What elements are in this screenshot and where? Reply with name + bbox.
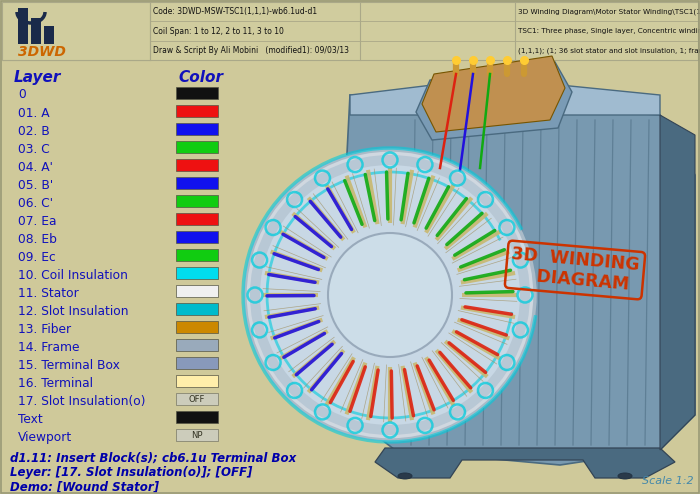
Text: Layer: Layer xyxy=(14,70,62,85)
Text: 04. A': 04. A' xyxy=(18,161,53,173)
Bar xyxy=(176,267,218,279)
Text: 11. Stator: 11. Stator xyxy=(18,287,78,299)
Bar xyxy=(176,249,218,261)
Bar xyxy=(176,159,218,171)
Text: 3DWD: 3DWD xyxy=(18,45,66,59)
Text: 15. Terminal Box: 15. Terminal Box xyxy=(18,359,120,371)
Text: 05. B': 05. B' xyxy=(18,178,53,192)
Polygon shape xyxy=(375,448,675,478)
Text: Draw & Script By Ali Mobini   (modified1): 09/03/13: Draw & Script By Ali Mobini (modified1):… xyxy=(153,46,349,55)
Bar xyxy=(176,123,218,135)
Text: 09. Ec: 09. Ec xyxy=(18,250,56,263)
Text: 08. Eb: 08. Eb xyxy=(18,233,57,246)
Text: 03. C: 03. C xyxy=(18,142,50,156)
Bar xyxy=(176,375,218,387)
Text: TSC1: Three phase, Single layer, Concentric winding, 1; (4 pole, 36 slot and two: TSC1: Three phase, Single layer, Concent… xyxy=(518,28,700,34)
Bar xyxy=(176,285,218,297)
Text: 16. Terminal: 16. Terminal xyxy=(18,376,93,389)
Bar xyxy=(176,195,218,207)
Text: 3D Winding Diagram\Motor Stator Winding\TSC1(1,1,1)\wb6.1ud (3d) Winding Diagram: 3D Winding Diagram\Motor Stator Winding\… xyxy=(518,8,700,15)
Polygon shape xyxy=(660,115,695,450)
Text: Coil Span: 1 to 12, 2 to 11, 3 to 10: Coil Span: 1 to 12, 2 to 11, 3 to 10 xyxy=(153,27,284,36)
Text: 14. Frame: 14. Frame xyxy=(18,340,80,354)
Text: Viewport: Viewport xyxy=(18,430,72,444)
Text: Color: Color xyxy=(178,70,223,85)
Text: 17. Slot Insulation(o): 17. Slot Insulation(o) xyxy=(18,395,146,408)
Circle shape xyxy=(328,233,452,357)
Text: NP: NP xyxy=(191,430,203,440)
Text: (1,1,1); (1; 36 slot stator and slot insulation, 1; frame and terminal box, 1; t: (1,1,1); (1; 36 slot stator and slot ins… xyxy=(518,47,700,53)
Text: 06. C': 06. C' xyxy=(18,197,53,209)
Text: Leyer: [17. Slot Insulation(o)]; [OFF]: Leyer: [17. Slot Insulation(o)]; [OFF] xyxy=(10,466,253,479)
Text: 10. Coil Insulation: 10. Coil Insulation xyxy=(18,269,128,282)
Bar xyxy=(176,339,218,351)
Text: 13. Fiber: 13. Fiber xyxy=(18,323,71,335)
Bar xyxy=(176,321,218,333)
Circle shape xyxy=(250,155,530,435)
Text: 02. B: 02. B xyxy=(18,124,50,137)
Text: 12. Slot Insulation: 12. Slot Insulation xyxy=(18,304,129,318)
Bar xyxy=(176,411,218,423)
Bar xyxy=(176,231,218,243)
Text: 01. A: 01. A xyxy=(18,107,50,120)
Bar xyxy=(176,303,218,315)
Circle shape xyxy=(260,165,520,425)
Bar xyxy=(176,429,218,441)
Polygon shape xyxy=(340,95,695,465)
Text: Text: Text xyxy=(18,412,43,425)
Bar xyxy=(2,2,698,60)
Bar xyxy=(18,8,28,44)
Ellipse shape xyxy=(618,473,632,479)
Text: OFF: OFF xyxy=(189,395,205,404)
Polygon shape xyxy=(416,62,572,140)
Bar xyxy=(44,26,54,44)
Bar xyxy=(176,105,218,117)
Text: 0: 0 xyxy=(18,88,26,101)
Bar xyxy=(176,213,218,225)
Bar xyxy=(176,357,218,369)
Polygon shape xyxy=(350,78,660,115)
Ellipse shape xyxy=(398,473,412,479)
Text: Scale 1:2: Scale 1:2 xyxy=(643,476,694,486)
Text: Demo: [Wound Stator]: Demo: [Wound Stator] xyxy=(10,480,159,493)
Text: d1.11: Insert Block(s); cb6.1u Terminal Box: d1.11: Insert Block(s); cb6.1u Terminal … xyxy=(10,452,296,465)
Polygon shape xyxy=(422,56,565,132)
Bar xyxy=(2,2,150,60)
Bar xyxy=(31,18,41,44)
Bar xyxy=(176,87,218,99)
Text: 07. Ea: 07. Ea xyxy=(18,214,57,228)
Bar xyxy=(176,177,218,189)
Text: Code: 3DWD-MSW-TSC1(1,1,1)-wb6.1ud-d1: Code: 3DWD-MSW-TSC1(1,1,1)-wb6.1ud-d1 xyxy=(153,7,317,16)
Text: 3D  WINDING
   DIAGRAM: 3D WINDING DIAGRAM xyxy=(510,245,640,295)
Bar xyxy=(176,393,218,405)
Bar xyxy=(176,141,218,153)
Circle shape xyxy=(245,150,535,440)
